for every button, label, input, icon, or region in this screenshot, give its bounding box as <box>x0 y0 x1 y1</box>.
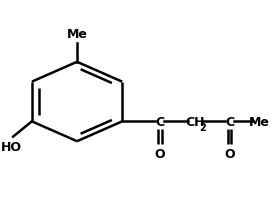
Text: 2: 2 <box>199 122 206 132</box>
Text: O: O <box>155 148 165 161</box>
Text: C: C <box>225 115 234 128</box>
Text: O: O <box>224 148 235 161</box>
Text: Me: Me <box>248 115 269 128</box>
Text: C: C <box>155 115 165 128</box>
Text: CH: CH <box>185 115 204 128</box>
Text: Me: Me <box>66 28 88 41</box>
Text: HO: HO <box>1 140 22 153</box>
